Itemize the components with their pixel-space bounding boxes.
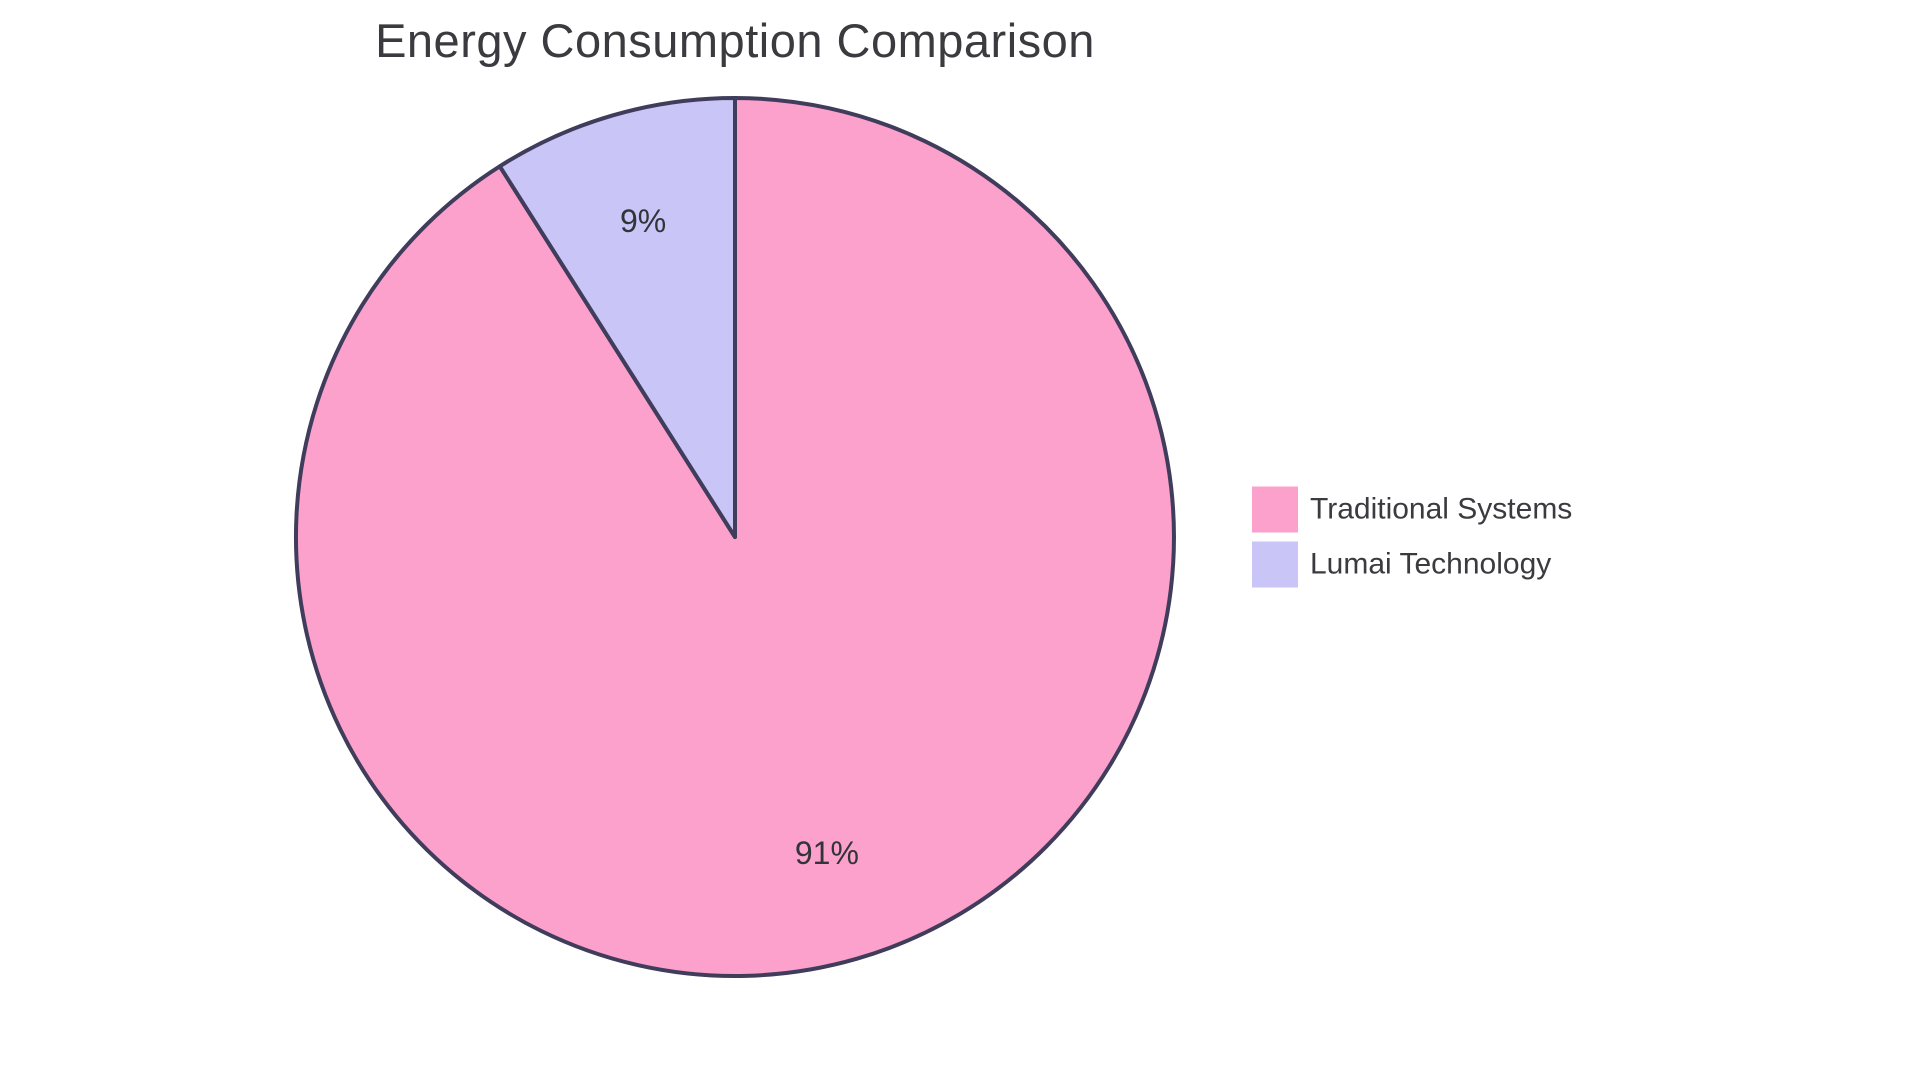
legend: Traditional Systems Lumai Technology <box>1252 486 1573 588</box>
legend-label-lumai-technology: Lumai Technology <box>1310 547 1552 581</box>
legend-swatch-traditional-systems-icon <box>1252 486 1298 533</box>
legend-swatch-lumai-technology-icon <box>1252 541 1298 588</box>
pie-slice-label: 91% <box>795 835 859 871</box>
chart-title: Energy Consumption Comparison <box>375 14 1095 67</box>
legend-item-lumai-technology[interactable]: Lumai Technology <box>1252 541 1572 588</box>
legend-label-traditional-systems: Traditional Systems <box>1310 492 1573 526</box>
pie-slice-label: 9% <box>620 203 666 239</box>
legend-item-traditional-systems[interactable]: Traditional Systems <box>1252 486 1573 533</box>
pie-chart: 91% 9% <box>294 96 1176 978</box>
pie-slice-lumai-technology[interactable] <box>497 96 737 539</box>
